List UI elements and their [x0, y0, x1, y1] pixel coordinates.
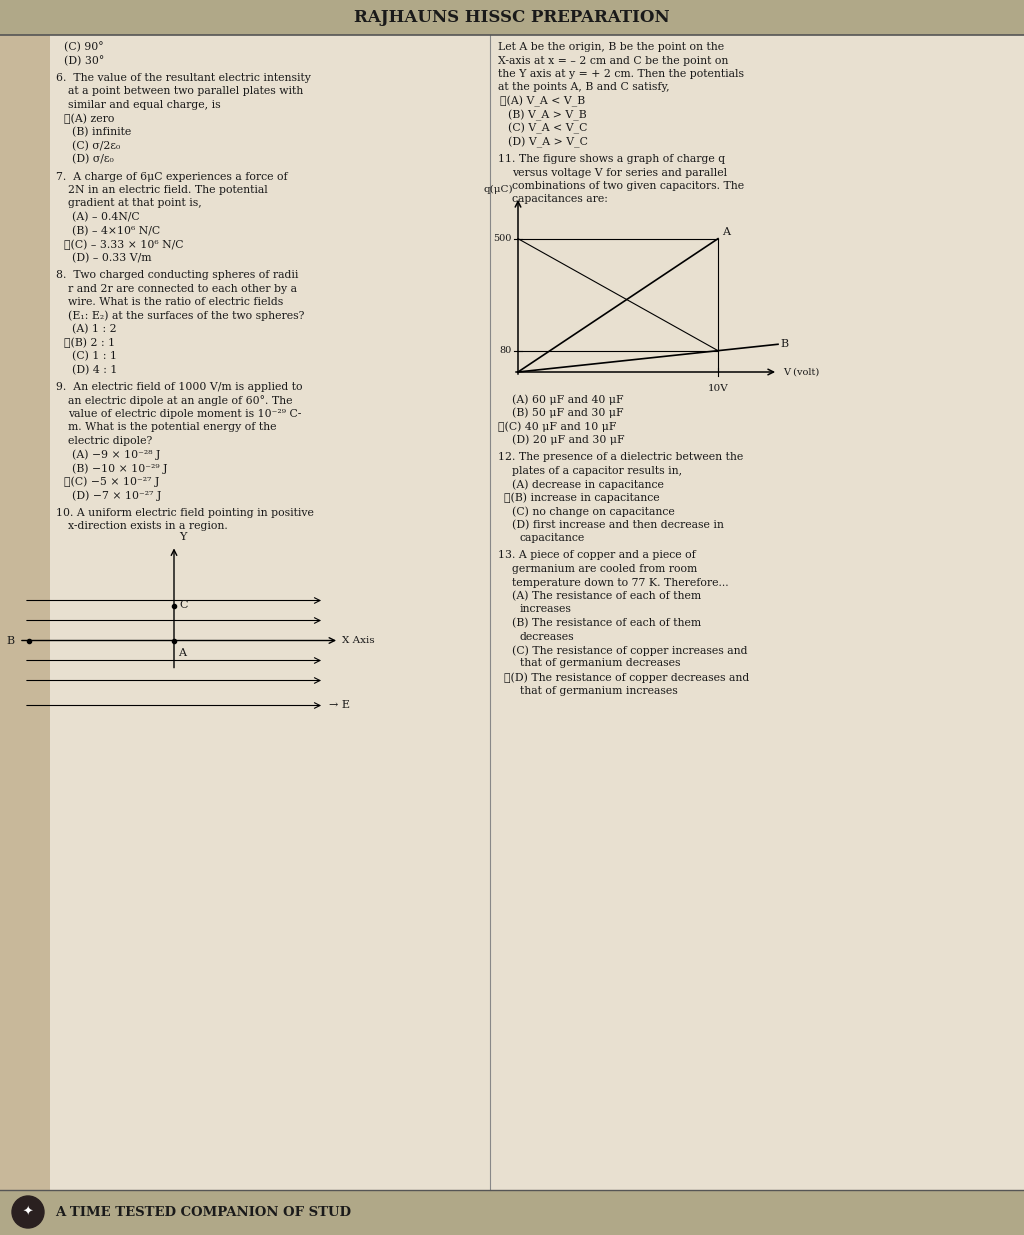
- Text: that of germanium increases: that of germanium increases: [520, 685, 678, 695]
- Text: (A) −9 × 10⁻²⁸ J: (A) −9 × 10⁻²⁸ J: [72, 450, 161, 461]
- Text: ✓(A) V_A < V_B: ✓(A) V_A < V_B: [500, 96, 585, 107]
- Text: ✓(A) zero: ✓(A) zero: [63, 114, 115, 124]
- Text: ✓(D) The resistance of copper decreases and: ✓(D) The resistance of copper decreases …: [504, 672, 750, 683]
- Text: combinations of two given capacitors. The: combinations of two given capacitors. Th…: [512, 182, 744, 191]
- Text: (D) σ/ε₀: (D) σ/ε₀: [72, 154, 114, 164]
- Text: (D) 30°: (D) 30°: [63, 56, 104, 67]
- Text: (D) – 0.33 V/m: (D) – 0.33 V/m: [72, 252, 152, 263]
- Text: 9.  An electric field of 1000 V/m is applied to: 9. An electric field of 1000 V/m is appl…: [56, 382, 302, 391]
- Text: (E₁: E₂) at the surfaces of the two spheres?: (E₁: E₂) at the surfaces of the two sphe…: [68, 310, 304, 321]
- Text: → E: → E: [329, 700, 350, 710]
- Text: (B) – 4×10⁶ N/C: (B) – 4×10⁶ N/C: [72, 226, 160, 236]
- Text: germanium are cooled from room: germanium are cooled from room: [512, 564, 697, 574]
- Text: 10. A uniform electric field pointing in positive: 10. A uniform electric field pointing in…: [56, 508, 314, 517]
- Text: (A) 60 μF and 40 μF: (A) 60 μF and 40 μF: [498, 394, 624, 405]
- Text: ✓(B) 2 : 1: ✓(B) 2 : 1: [63, 337, 115, 348]
- Text: (D) V_A > V_C: (D) V_A > V_C: [508, 137, 588, 148]
- Text: B: B: [7, 636, 15, 646]
- Text: 11. The figure shows a graph of charge q: 11. The figure shows a graph of charge q: [498, 154, 725, 164]
- Text: value of electric dipole moment is 10⁻²⁹ C-: value of electric dipole moment is 10⁻²⁹…: [68, 409, 301, 419]
- Text: versus voltage V for series and parallel: versus voltage V for series and parallel: [512, 168, 727, 178]
- Text: (C) 90°: (C) 90°: [63, 42, 103, 53]
- Text: (D) 20 μF and 30 μF: (D) 20 μF and 30 μF: [498, 435, 625, 445]
- Text: (B) The resistance of each of them: (B) The resistance of each of them: [512, 618, 701, 629]
- Text: (C) The resistance of copper increases and: (C) The resistance of copper increases a…: [512, 645, 748, 656]
- Text: 8.  Two charged conducting spheres of radii: 8. Two charged conducting spheres of rad…: [56, 270, 298, 280]
- Text: (B) V_A > V_B: (B) V_A > V_B: [508, 110, 587, 121]
- Text: increases: increases: [520, 604, 571, 615]
- Text: the Y axis at y = + 2 cm. Then the potentials: the Y axis at y = + 2 cm. Then the poten…: [498, 69, 744, 79]
- Text: at the points A, B and C satisfy,: at the points A, B and C satisfy,: [498, 83, 670, 93]
- Text: an electric dipole at an angle of 60°. The: an electric dipole at an angle of 60°. T…: [68, 395, 293, 406]
- Text: 80: 80: [500, 346, 512, 356]
- Text: temperature down to 77 K. Therefore...: temperature down to 77 K. Therefore...: [512, 578, 729, 588]
- Text: 13. A piece of copper and a piece of: 13. A piece of copper and a piece of: [498, 551, 695, 561]
- Text: that of germanium decreases: that of germanium decreases: [520, 658, 681, 668]
- Text: (C) 1 : 1: (C) 1 : 1: [72, 351, 117, 362]
- Text: similar and equal charge, is: similar and equal charge, is: [68, 100, 220, 110]
- Text: ✓(C) – 3.33 × 10⁶ N/C: ✓(C) – 3.33 × 10⁶ N/C: [63, 240, 183, 249]
- Text: (A) decrease in capacitance: (A) decrease in capacitance: [512, 479, 664, 489]
- Text: (B) −10 × 10⁻²⁹ J: (B) −10 × 10⁻²⁹ J: [72, 463, 168, 473]
- Text: (B) 50 μF and 30 μF: (B) 50 μF and 30 μF: [498, 408, 624, 419]
- Text: 2N in an electric field. The potential: 2N in an electric field. The potential: [68, 185, 267, 195]
- Text: (A) – 0.4N/C: (A) – 0.4N/C: [72, 212, 139, 222]
- Text: V (volt): V (volt): [783, 368, 819, 377]
- Text: r and 2r are connected to each other by a: r and 2r are connected to each other by …: [68, 284, 297, 294]
- Text: RAJHAUNS HISSC PREPARATION: RAJHAUNS HISSC PREPARATION: [354, 9, 670, 26]
- Text: capacitances are:: capacitances are:: [512, 194, 608, 205]
- Text: B: B: [780, 340, 788, 350]
- Text: wire. What is the ratio of electric fields: wire. What is the ratio of electric fiel…: [68, 296, 284, 308]
- Text: X-axis at x = – 2 cm and C be the point on: X-axis at x = – 2 cm and C be the point …: [498, 56, 728, 65]
- Text: plates of a capacitor results in,: plates of a capacitor results in,: [512, 466, 682, 475]
- Text: (A) The resistance of each of them: (A) The resistance of each of them: [512, 592, 701, 601]
- Text: 6.  The value of the resultant electric intensity: 6. The value of the resultant electric i…: [56, 73, 311, 83]
- Text: at a point between two parallel plates with: at a point between two parallel plates w…: [68, 86, 303, 96]
- Text: 7.  A charge of 6μC experiences a force of: 7. A charge of 6μC experiences a force o…: [56, 172, 288, 182]
- Text: ✦: ✦: [23, 1205, 33, 1219]
- Text: (C) V_A < V_C: (C) V_A < V_C: [508, 124, 588, 135]
- Text: (D) first increase and then decrease in: (D) first increase and then decrease in: [512, 520, 724, 530]
- Text: X Axis: X Axis: [342, 636, 375, 645]
- Bar: [0, 0, 50, 1235]
- Text: electric dipole?: electric dipole?: [68, 436, 153, 446]
- Text: ✓(C) 40 μF and 10 μF: ✓(C) 40 μF and 10 μF: [498, 421, 616, 431]
- Bar: [0, 0, 1024, 35]
- Text: ✓(B) increase in capacitance: ✓(B) increase in capacitance: [504, 493, 659, 503]
- Text: 12. The presence of a dielectric between the: 12. The presence of a dielectric between…: [498, 452, 743, 462]
- Text: capacitance: capacitance: [520, 534, 586, 543]
- Text: gradient at that point is,: gradient at that point is,: [68, 199, 202, 209]
- Circle shape: [12, 1195, 44, 1228]
- Text: A: A: [722, 227, 730, 237]
- Text: x-direction exists in a region.: x-direction exists in a region.: [68, 521, 227, 531]
- Text: 500: 500: [494, 235, 512, 243]
- Text: Y: Y: [179, 532, 186, 542]
- Text: (D) −7 × 10⁻²⁷ J: (D) −7 × 10⁻²⁷ J: [72, 490, 162, 500]
- Text: m. What is the potential energy of the: m. What is the potential energy of the: [68, 422, 276, 432]
- Text: ✓(C) −5 × 10⁻²⁷ J: ✓(C) −5 × 10⁻²⁷ J: [63, 477, 160, 487]
- Text: (C) σ/2ε₀: (C) σ/2ε₀: [72, 141, 120, 151]
- Text: (D) 4 : 1: (D) 4 : 1: [72, 364, 118, 374]
- Text: (A) 1 : 2: (A) 1 : 2: [72, 324, 117, 335]
- Text: A: A: [178, 648, 186, 658]
- Text: Let A be the origin, B be the point on the: Let A be the origin, B be the point on t…: [498, 42, 724, 52]
- Bar: [0, 1191, 1024, 1235]
- Text: A TIME TESTED COMPANION OF STUD: A TIME TESTED COMPANION OF STUD: [55, 1205, 351, 1219]
- Text: q(μC): q(μC): [483, 185, 513, 194]
- Text: C: C: [179, 600, 187, 610]
- Text: (B) infinite: (B) infinite: [72, 127, 131, 137]
- Text: 10V: 10V: [708, 384, 728, 393]
- Text: (C) no change on capacitance: (C) no change on capacitance: [512, 506, 675, 516]
- Text: decreases: decreases: [520, 631, 574, 641]
